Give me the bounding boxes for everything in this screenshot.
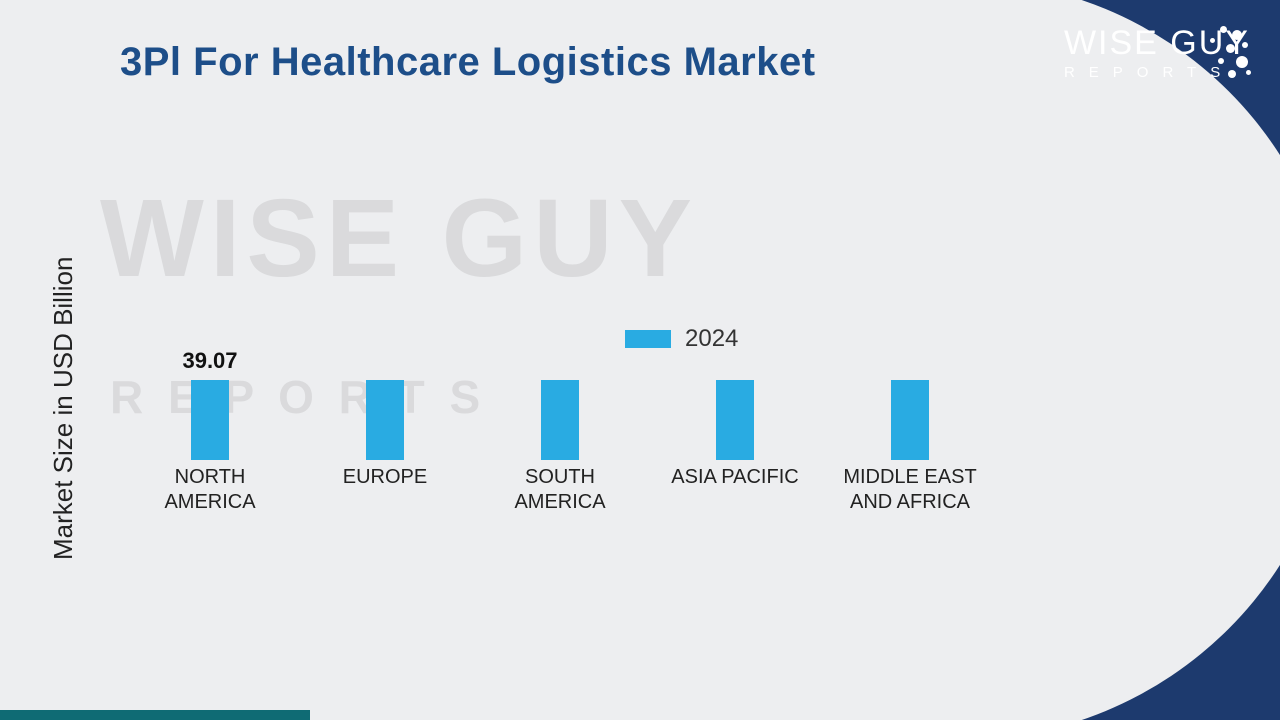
bar	[366, 380, 404, 460]
chart-area: 39.07 NORTH AMERICA EUROPE SOUTH AMERICA AS…	[100, 120, 970, 600]
category-label: SOUTH AMERICA	[485, 465, 635, 515]
legend: 2024	[625, 325, 738, 353]
bar	[891, 380, 929, 460]
logo-dots-icon	[1196, 24, 1256, 84]
y-axis-label: Market Size in USD Billion	[48, 257, 79, 560]
legend-label: 2024	[685, 325, 738, 353]
chart-title: 3Pl For Healthcare Logistics Market	[120, 40, 816, 85]
category-label: MIDDLE EAST AND AFRICA	[835, 465, 985, 515]
bar	[541, 380, 579, 460]
bar	[716, 380, 754, 460]
category-label: NORTH AMERICA	[135, 465, 285, 515]
category-label: ASIA PACIFIC	[660, 465, 810, 490]
legend-swatch	[625, 330, 671, 348]
category-label: EUROPE	[310, 465, 460, 490]
bar-value: 39.07	[182, 348, 237, 374]
plot-area: 39.07	[140, 120, 970, 460]
stage: WISE GUY R E P O R T S 3Pl For Healthcar…	[0, 0, 1280, 720]
bar	[191, 380, 229, 460]
brand-logo: WISE GUY REPORTS	[1064, 26, 1250, 81]
bottom-strip	[0, 710, 310, 720]
